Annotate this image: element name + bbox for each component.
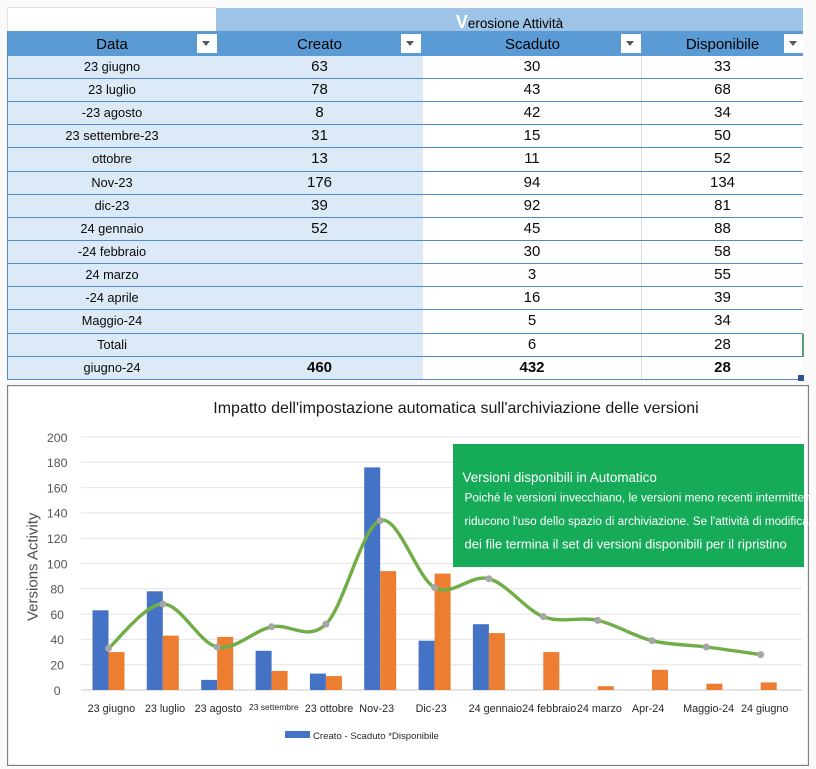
svg-text:riducono l'uso dello spazio di: riducono l'uso dello spazio di archiviaz… — [465, 515, 810, 528]
svg-text:100: 100 — [47, 557, 68, 571]
svg-text:Dic-23: Dic-23 — [416, 703, 447, 715]
svg-text:24 giugno: 24 giugno — [741, 703, 788, 715]
svg-text:dei file termina il set di ver: dei file termina il set di versioni disp… — [465, 537, 787, 552]
svg-text:60: 60 — [50, 608, 64, 622]
svg-text:23 settembre: 23 settembre — [249, 702, 299, 712]
svg-text:Poiché le versioni invecchiano: Poiché le versioni invecchiano, le versi… — [465, 492, 810, 505]
svg-text:0: 0 — [54, 684, 61, 698]
svg-text:140: 140 — [47, 507, 68, 521]
svg-text:160: 160 — [47, 481, 68, 495]
svg-text:24 marzo: 24 marzo — [577, 703, 622, 715]
svg-text:20: 20 — [50, 659, 64, 673]
svg-text:23 agosto: 23 agosto — [195, 703, 242, 715]
svg-text:40: 40 — [50, 633, 64, 647]
svg-text:Versions Activity: Versions Activity — [24, 512, 41, 621]
svg-text:23 luglio: 23 luglio — [145, 703, 185, 715]
svg-text:24 gennaio: 24 gennaio — [469, 703, 522, 715]
svg-text:24 febbraio: 24 febbraio — [522, 703, 576, 715]
svg-text:Maggio-24: Maggio-24 — [683, 703, 734, 715]
svg-text:80: 80 — [50, 583, 64, 597]
svg-text:Nov-23: Nov-23 — [359, 703, 394, 715]
svg-text:Impatto dell'impostazione auto: Impatto dell'impostazione automatica sul… — [213, 400, 698, 417]
svg-text:Creato - Scaduto *Disponibile: Creato - Scaduto *Disponibile — [313, 731, 439, 742]
svg-text:200: 200 — [47, 431, 68, 445]
svg-text:23 ottobre: 23 ottobre — [305, 703, 354, 715]
svg-text:Versioni disponibili in Automa: Versioni disponibili in Automatico — [463, 470, 657, 485]
svg-text:23 giugno: 23 giugno — [88, 703, 135, 715]
svg-text:180: 180 — [47, 456, 68, 470]
svg-text:120: 120 — [47, 532, 68, 546]
svg-text:Apr-24: Apr-24 — [632, 703, 664, 715]
